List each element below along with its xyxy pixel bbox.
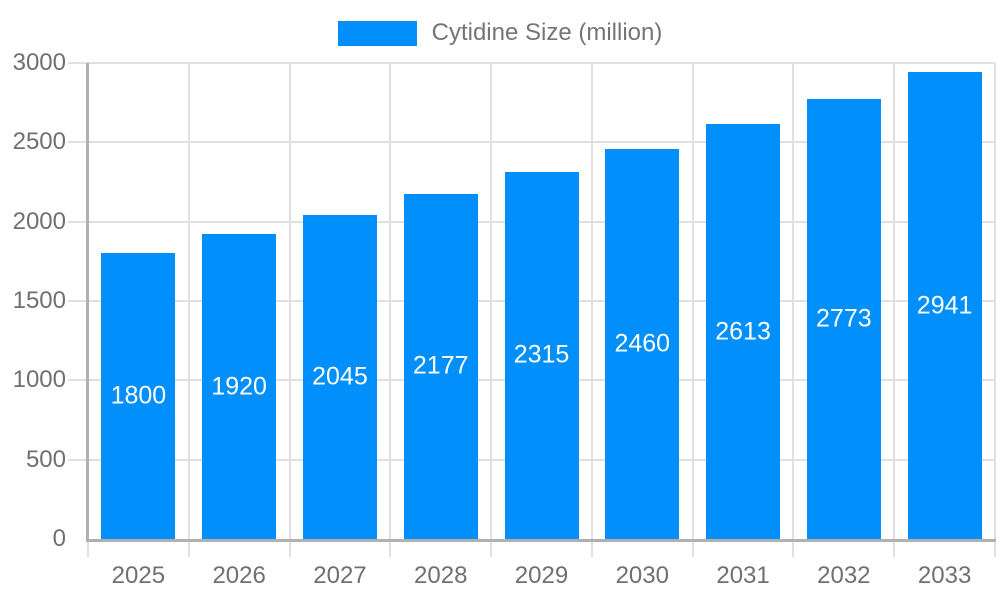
bar-2029[interactable] xyxy=(504,171,579,539)
y-axis-tick-label: 2000 xyxy=(12,207,66,235)
bar-value-label: 2613 xyxy=(715,317,771,346)
bar-2031[interactable] xyxy=(706,124,781,539)
bar-2027[interactable] xyxy=(302,214,377,539)
bar-value-label: 2941 xyxy=(916,291,973,320)
y-axis-tick-label: 500 xyxy=(25,445,66,473)
y-axis-tick-label: 2500 xyxy=(12,128,66,156)
h-gridline xyxy=(68,62,995,64)
x-axis-tick-label: 2026 xyxy=(212,562,266,589)
bar-value-label: 2773 xyxy=(816,304,872,333)
v-gridline xyxy=(792,63,795,539)
x-axis-tick-label: 2029 xyxy=(514,562,569,589)
v-gridline xyxy=(893,63,896,539)
x-axis-tick-label: 2025 xyxy=(111,562,166,589)
bar-2032[interactable] xyxy=(806,99,881,539)
x-axis-tick xyxy=(187,541,190,557)
bar-value-label: 2045 xyxy=(312,362,368,391)
v-gridline xyxy=(389,63,392,539)
x-axis-tick-label: 2033 xyxy=(917,562,972,589)
x-axis-tick xyxy=(994,541,996,557)
x-axis-line xyxy=(86,539,996,542)
bar-value-label: 1800 xyxy=(110,381,167,410)
x-axis-tick-label: 2031 xyxy=(716,562,770,589)
bar-2028[interactable] xyxy=(403,193,478,539)
x-axis-tick xyxy=(691,541,694,557)
bar-value-label: 2315 xyxy=(513,340,570,369)
x-axis-tick-label: 2032 xyxy=(817,562,871,589)
bar-2025[interactable] xyxy=(101,253,176,539)
x-axis-tick xyxy=(792,541,795,557)
legend-swatch-icon xyxy=(337,20,417,46)
v-gridline xyxy=(288,63,291,539)
v-gridline xyxy=(187,63,190,539)
v-gridline xyxy=(994,63,996,539)
bar-value-label: 2177 xyxy=(412,351,469,380)
y-axis-tick-label: 0 xyxy=(52,525,66,552)
x-axis-tick-label: 2030 xyxy=(615,562,669,589)
y-axis-line xyxy=(86,63,89,542)
v-gridline xyxy=(691,63,694,539)
y-axis-tick-label: 3000 xyxy=(12,49,66,76)
y-axis-tick-label: 1000 xyxy=(12,366,66,394)
x-axis-tick xyxy=(590,541,593,557)
bar-value-label: 1920 xyxy=(211,372,267,401)
bar-2030[interactable] xyxy=(605,148,680,539)
v-gridline xyxy=(590,63,593,539)
x-axis-tick xyxy=(389,541,392,557)
x-axis-tick xyxy=(87,541,89,557)
h-gridline xyxy=(68,141,995,144)
bar-2033[interactable] xyxy=(907,72,982,539)
x-axis-tick xyxy=(490,541,493,557)
x-axis-tick-label: 2028 xyxy=(414,562,468,589)
v-gridline xyxy=(490,63,493,539)
bar-value-label: 2460 xyxy=(614,329,671,358)
chart-legend[interactable]: Cytidine Size (million) xyxy=(0,20,1000,46)
x-axis-tick xyxy=(893,541,896,557)
x-axis-tick-label: 2027 xyxy=(313,562,367,589)
x-axis-tick xyxy=(288,541,291,557)
bar-2026[interactable] xyxy=(202,234,277,539)
legend-label: Cytidine Size (million) xyxy=(431,19,663,46)
y-axis-tick-label: 1500 xyxy=(12,287,66,314)
